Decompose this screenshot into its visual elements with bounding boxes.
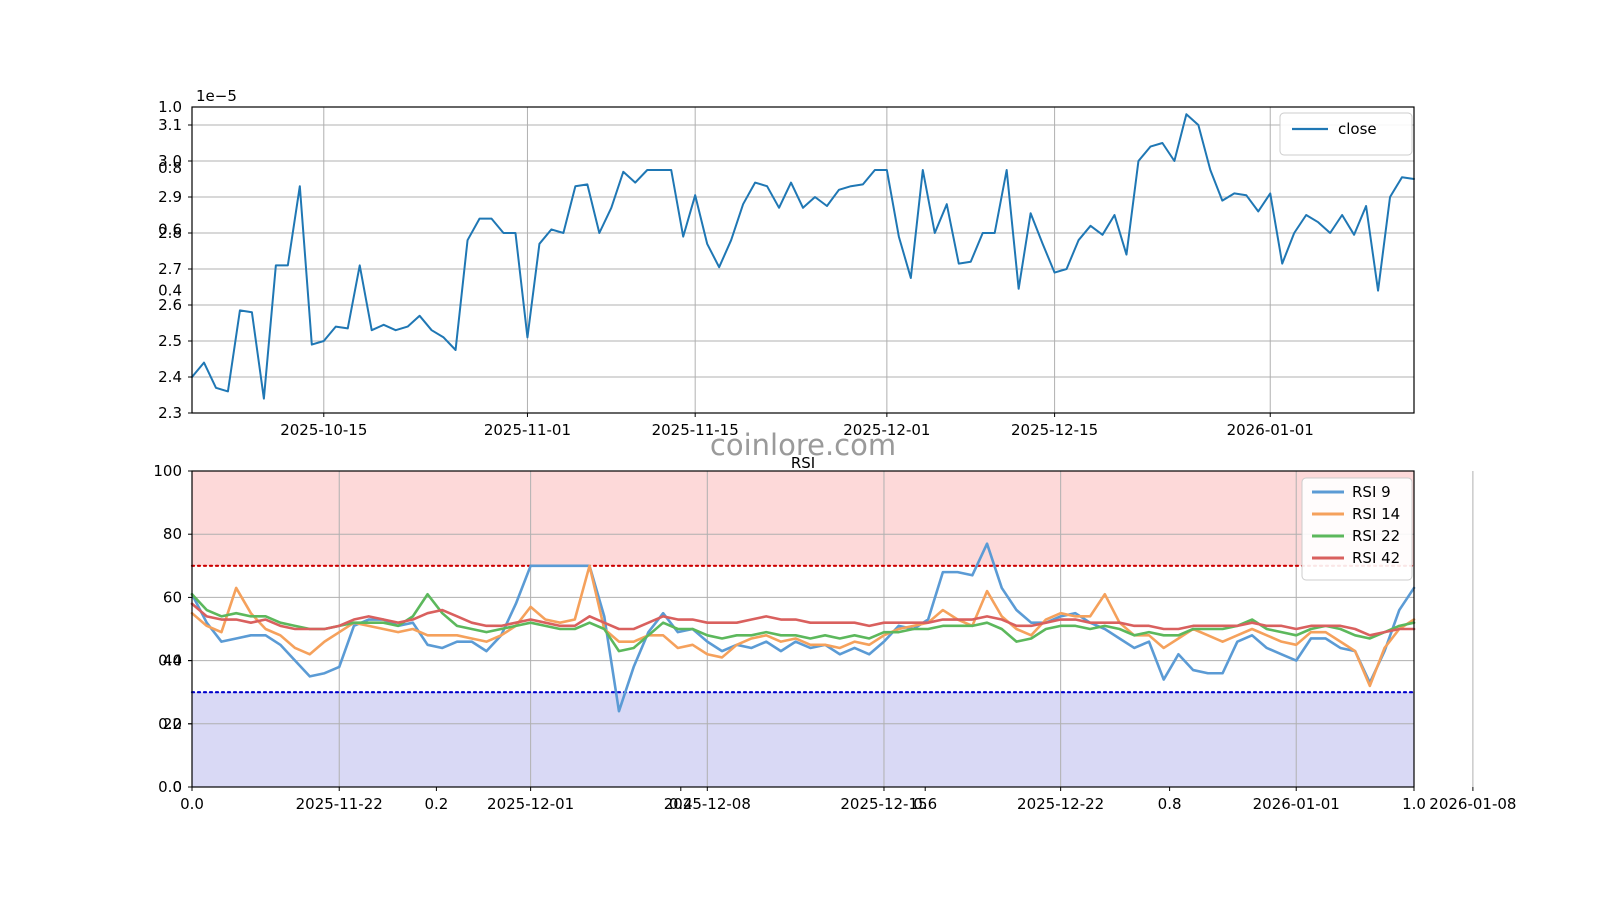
rsi-overbought-band — [192, 471, 1414, 566]
rsi-line-rsi-22 — [190, 592, 1416, 653]
rsi-x-tick-label: 2025-12-01 — [487, 795, 574, 813]
rsi-x-tick-label: 2026-01-01 — [1253, 795, 1340, 813]
rsi-y-tick-label: 80 — [163, 525, 182, 543]
rsi-panel-title: RSI — [791, 454, 815, 472]
price-gridlines — [192, 107, 1414, 413]
rsi-y-tick-label: 40 — [163, 652, 182, 670]
price-legend-box[interactable] — [1279, 112, 1413, 156]
rsi-legend-label: RSI 9 — [1352, 483, 1391, 501]
price-legend-label: close — [1338, 120, 1377, 138]
rsi-y-tick-label-secondary: 0.0 — [158, 778, 182, 796]
rsi-x-axis-labels: 2025-11-22 2025-12-01 2025-12-08 2025-12-15… — [296, 787, 1516, 813]
rsi-legend-label: RSI 14 — [1352, 505, 1400, 523]
rsi-line-rsi-42 — [190, 602, 1416, 637]
price-y-axis-labels: 2.3 2.4 2.5 2.6 2.7 2.8 2.9 3.0 3.1 — [158, 116, 192, 422]
rsi-x-tick-label: 2025-12-08 — [664, 795, 751, 813]
rsi-y-tick-label: 20 — [163, 715, 182, 733]
price-x-tick-label: 2026-01-01 — [1227, 421, 1314, 439]
rsi-x-tick-label: 2026-01-08 — [1429, 795, 1516, 813]
price-y-tick-label-secondary: 1.0 — [158, 98, 182, 116]
rsi-legend[interactable]: RSI 9 RSI 14 RSI 22 RSI 42 — [1301, 477, 1413, 581]
price-axes-spines — [191, 106, 1415, 414]
price-y-tick-label: 2.3 — [158, 404, 182, 422]
rsi-x-axis-secondary-labels: 0.0 0.2 0.4 0.6 0.8 1.0 — [180, 787, 1426, 813]
price-x-axis-labels: 2025-10-15 2025-11-01 2025-11-15 2025-12-01… — [280, 413, 1314, 439]
price-series-group — [191, 113, 1415, 400]
rsi-y-axis-labels: 0 20 40 60 80 100 — [153, 462, 192, 796]
rsi-gridlines — [192, 471, 1474, 787]
price-chart-panel: 2.3 2.4 2.5 2.6 2.7 2.8 2.9 3.0 3.1 0.4 0.6 0.8 1.0… — [158, 87, 1415, 439]
rsi-y-tick-label: 60 — [163, 588, 182, 606]
rsi-legend-box[interactable] — [1301, 477, 1413, 581]
rsi-x-tick-label-secondary: 0.2 — [424, 795, 448, 813]
price-axis-offset-label: 1e−5 — [196, 87, 237, 105]
rsi-x-tick-label-secondary: 1.0 — [1402, 795, 1426, 813]
price-x-tick-label: 2025-11-01 — [484, 421, 571, 439]
rsi-x-tick-label-secondary: 0.4 — [669, 795, 693, 813]
price-x-tick-label: 2025-11-15 — [652, 421, 739, 439]
price-line-close — [191, 113, 1415, 400]
rsi-axes-spines — [191, 470, 1415, 788]
price-y-tick-label: 2.7 — [158, 260, 182, 278]
rsi-y-tick-label: 0 — [172, 778, 182, 796]
rsi-y-tick-label: 100 — [153, 462, 182, 480]
rsi-x-tick-label-secondary: 0.6 — [913, 795, 937, 813]
price-plot-background — [192, 107, 1414, 413]
price-y-tick-label: 2.4 — [158, 368, 182, 386]
rsi-y-tick-label-secondary: 0.2 — [158, 715, 182, 733]
price-y-tick-label-secondary: 0.6 — [158, 220, 182, 238]
rsi-series-group — [190, 542, 1416, 713]
rsi-x-tick-label-secondary: 0.8 — [1158, 795, 1182, 813]
price-x-tick-label: 2025-10-15 — [280, 421, 367, 439]
rsi-x-tick-label-secondary: 0.0 — [180, 795, 204, 813]
price-y-tick-label: 2.8 — [158, 224, 182, 242]
rsi-x-tick-label: 2025-12-22 — [1017, 795, 1104, 813]
rsi-legend-label: RSI 22 — [1352, 527, 1400, 545]
rsi-legend-label: RSI 42 — [1352, 549, 1400, 567]
price-x-tick-label: 2025-12-01 — [843, 421, 930, 439]
price-y-tick-label: 2.5 — [158, 332, 182, 350]
rsi-x-tick-label: 2025-11-22 — [296, 795, 383, 813]
price-y-axis-secondary-labels: 0.4 0.6 0.8 1.0 — [158, 98, 182, 300]
price-legend[interactable]: close — [1279, 112, 1413, 156]
rsi-x-tick-label: 2025-12-15 — [840, 795, 927, 813]
rsi-chart-panel: 0 20 40 60 80 100 0.0 0.2 0.4 2025-11-22 2025-12… — [153, 454, 1516, 813]
price-y-tick-label-secondary: 0.4 — [158, 282, 182, 300]
price-y-tick-label-secondary: 0.8 — [158, 159, 182, 177]
coinlore-watermark: coinlore.com — [710, 428, 896, 462]
rsi-y-tick-label-secondary: 0.4 — [158, 652, 182, 670]
price-y-tick-label: 2.9 — [158, 188, 182, 206]
rsi-line-rsi-14 — [190, 564, 1416, 688]
price-y-tick-label: 2.6 — [158, 296, 182, 314]
price-y-tick-label: 3.0 — [158, 152, 182, 170]
price-x-tick-label: 2025-12-15 — [1011, 421, 1098, 439]
rsi-oversold-band — [192, 692, 1414, 787]
price-y-tick-label: 3.1 — [158, 116, 182, 134]
rsi-y-axis-secondary-labels: 0.0 0.2 0.4 — [158, 652, 192, 796]
